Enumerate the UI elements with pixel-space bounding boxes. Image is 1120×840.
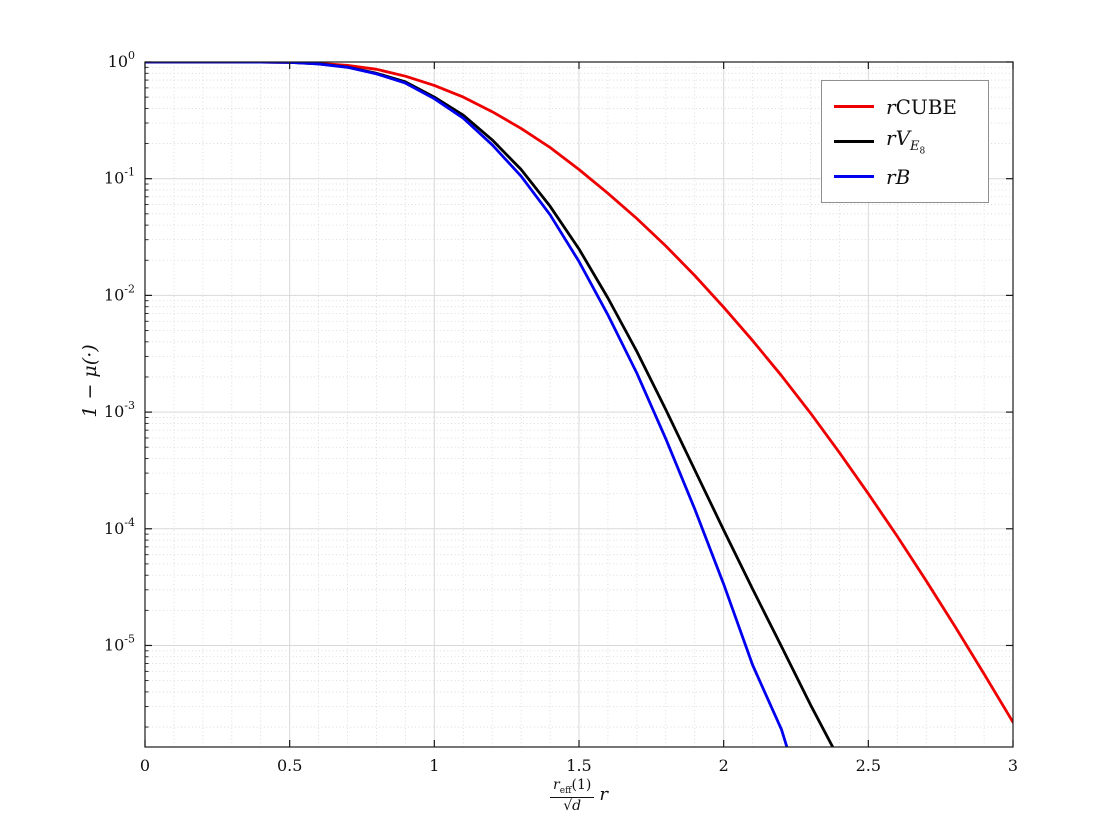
svg-text:10-2: 10-2 [104,282,135,304]
svg-text:1: 1 [429,756,439,775]
x-axis-fraction: reff(1) √d [550,778,595,815]
y-axis-label: 1 − μ(·) [79,344,101,418]
svg-text:10-5: 10-5 [104,632,135,654]
svg-text:10-3: 10-3 [104,399,135,421]
y-tick-labels: 100 10-1 10-2 10-3 10-4 10-5 [104,49,135,654]
x-axis-label: reff(1) √d r [479,778,679,814]
legend: rCUBE rVE8 rB [821,80,989,203]
major-grid [145,62,1013,747]
svg-text:2.5: 2.5 [856,756,881,775]
x-tick-labels: 0 0.5 1 1.5 2 2.5 3 [140,756,1018,775]
legend-label: rCUBE [886,94,958,119]
svg-text:3: 3 [1008,756,1018,775]
legend-label: rB [886,164,911,189]
legend-item: rCUBE [834,89,976,124]
fraction-denominator: √d [563,798,582,815]
legend-item: rB [834,159,976,194]
legend-line-sample [834,105,874,108]
svg-text:0: 0 [140,756,150,775]
svg-text:10-1: 10-1 [104,166,135,188]
svg-text:10-4: 10-4 [104,516,135,538]
svg-text:100: 100 [108,49,135,71]
svg-text:0.5: 0.5 [277,756,302,775]
tick-marks [144,61,1014,747]
legend-item: rVE8 [834,124,976,159]
svg-text:2: 2 [719,756,729,775]
fraction-numerator: reff(1) [550,778,595,799]
legend-line-sample [834,175,874,178]
x-axis-variable: r [599,784,608,806]
svg-text:1.5: 1.5 [566,756,591,775]
legend-label: rVE8 [886,126,926,157]
legend-line-sample [834,140,874,143]
